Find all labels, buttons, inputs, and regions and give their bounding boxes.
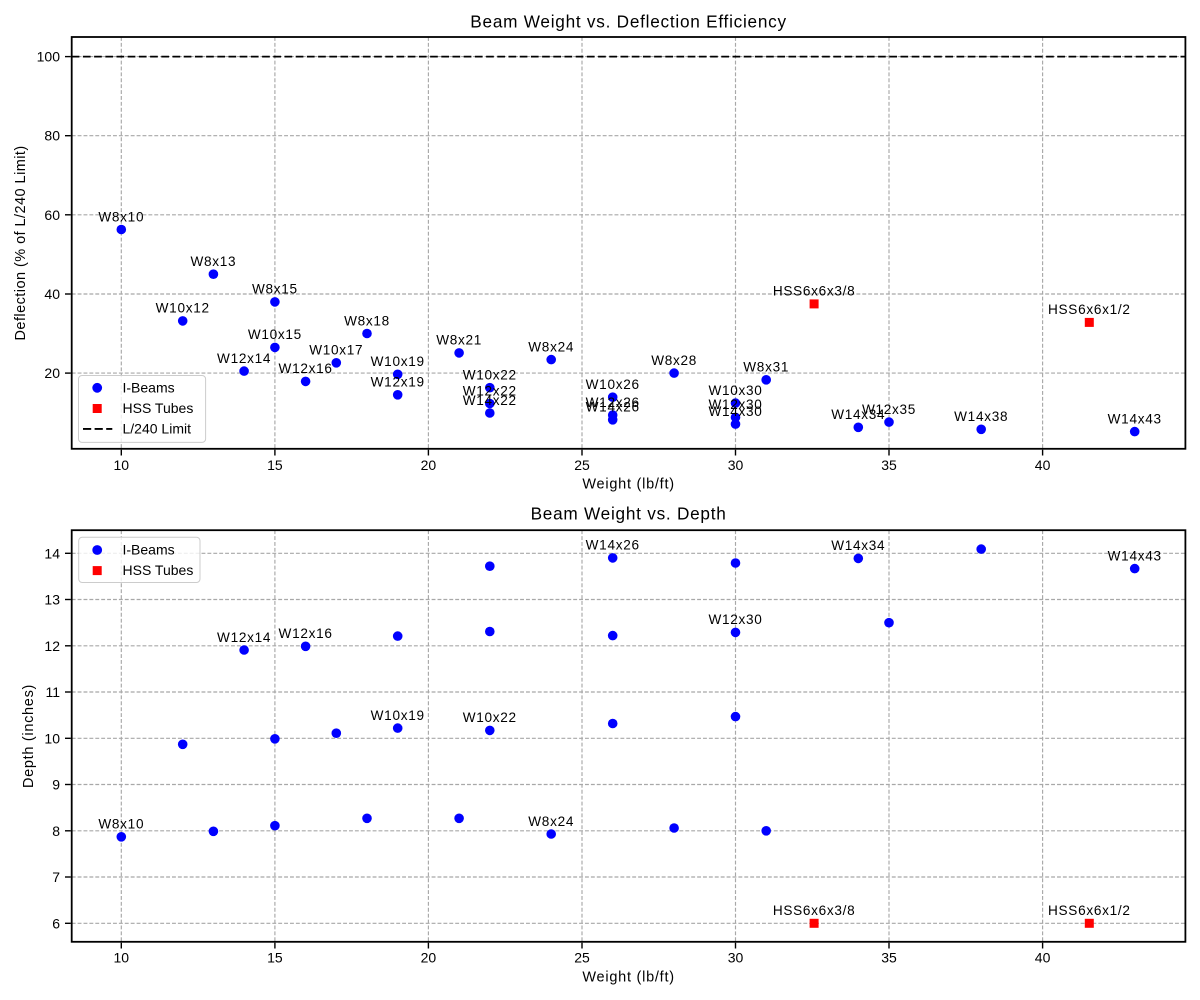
svg-text:W14x43: W14x43 — [1108, 548, 1162, 563]
svg-text:I-Beams: I-Beams — [123, 379, 175, 395]
svg-text:40: 40 — [1035, 457, 1051, 473]
svg-text:35: 35 — [881, 457, 897, 473]
svg-text:Beam Weight vs. Deflection Eff: Beam Weight vs. Deflection Efficiency — [470, 12, 787, 32]
svg-text:W14x34: W14x34 — [831, 538, 885, 553]
svg-text:14: 14 — [44, 545, 60, 561]
svg-text:30: 30 — [728, 950, 744, 966]
svg-text:35: 35 — [881, 950, 897, 966]
svg-text:60: 60 — [44, 207, 60, 223]
svg-text:12: 12 — [44, 638, 60, 654]
svg-text:25: 25 — [574, 950, 590, 966]
svg-text:W12x26: W12x26 — [586, 395, 640, 410]
svg-text:7: 7 — [52, 869, 60, 885]
svg-text:W12x16: W12x16 — [279, 626, 333, 641]
svg-text:Weight (lb/ft): Weight (lb/ft) — [582, 970, 674, 986]
svg-text:W10x19: W10x19 — [371, 708, 425, 723]
svg-text:Weight (lb/ft): Weight (lb/ft) — [582, 477, 674, 493]
svg-text:HSS6x6x1/2: HSS6x6x1/2 — [1048, 302, 1131, 317]
svg-text:80: 80 — [44, 128, 60, 144]
svg-text:W12x30: W12x30 — [708, 397, 762, 412]
svg-text:20: 20 — [421, 950, 437, 966]
svg-text:10: 10 — [114, 950, 130, 966]
svg-text:20: 20 — [421, 457, 437, 473]
svg-text:W10x17: W10x17 — [309, 343, 363, 358]
svg-text:30: 30 — [728, 457, 744, 473]
svg-text:W12x14: W12x14 — [217, 630, 271, 645]
svg-text:W12x14: W12x14 — [217, 351, 271, 366]
svg-text:HSS6x6x3/8: HSS6x6x3/8 — [773, 284, 856, 299]
svg-text:W12x16: W12x16 — [279, 361, 333, 376]
svg-text:W10x30: W10x30 — [708, 383, 762, 398]
svg-text:W8x28: W8x28 — [651, 353, 697, 368]
svg-text:W8x31: W8x31 — [743, 360, 789, 375]
svg-text:8: 8 — [52, 823, 60, 839]
svg-text:HSS6x6x3/8: HSS6x6x3/8 — [773, 903, 856, 918]
svg-text:W12x22: W12x22 — [463, 383, 517, 398]
svg-text:W10x22: W10x22 — [463, 710, 517, 725]
svg-text:W12x19: W12x19 — [371, 375, 425, 390]
svg-text:W8x10: W8x10 — [98, 209, 144, 224]
svg-text:W8x10: W8x10 — [98, 817, 144, 832]
svg-text:W14x26: W14x26 — [586, 400, 640, 415]
svg-text:Deflection (% of L/240 Limit): Deflection (% of L/240 Limit) — [13, 145, 29, 340]
svg-text:HSS Tubes: HSS Tubes — [123, 562, 194, 578]
svg-text:W12x30: W12x30 — [708, 612, 762, 627]
svg-text:W8x24: W8x24 — [528, 814, 574, 829]
svg-text:15: 15 — [267, 457, 283, 473]
svg-text:Depth (inches): Depth (inches) — [21, 684, 37, 788]
svg-text:W8x15: W8x15 — [252, 282, 298, 297]
svg-text:6: 6 — [52, 915, 60, 931]
svg-text:W10x12: W10x12 — [156, 301, 210, 316]
svg-text:L/240 Limit: L/240 Limit — [123, 421, 192, 437]
svg-text:9: 9 — [52, 777, 60, 793]
svg-text:Beam Weight vs. Depth: Beam Weight vs. Depth — [531, 504, 727, 524]
svg-text:W14x43: W14x43 — [1108, 411, 1162, 426]
svg-text:10: 10 — [114, 457, 130, 473]
svg-text:W8x24: W8x24 — [528, 339, 574, 354]
svg-text:W14x38: W14x38 — [954, 409, 1008, 424]
svg-text:W14x34: W14x34 — [831, 407, 885, 422]
svg-text:25: 25 — [574, 457, 590, 473]
svg-text:W10x22: W10x22 — [463, 368, 517, 383]
svg-text:40: 40 — [1035, 950, 1051, 966]
svg-text:10: 10 — [44, 730, 60, 746]
svg-text:I-Beams: I-Beams — [123, 542, 175, 558]
svg-text:W8x13: W8x13 — [190, 254, 236, 269]
svg-text:40: 40 — [44, 286, 60, 302]
svg-text:W10x26: W10x26 — [586, 377, 640, 392]
svg-text:15: 15 — [267, 950, 283, 966]
svg-text:HSS6x6x1/2: HSS6x6x1/2 — [1048, 903, 1131, 918]
svg-text:W10x15: W10x15 — [248, 327, 302, 342]
svg-text:13: 13 — [44, 592, 60, 608]
svg-text:W14x30: W14x30 — [708, 404, 762, 419]
svg-text:W14x22: W14x22 — [463, 393, 517, 408]
svg-text:W8x18: W8x18 — [344, 313, 390, 328]
svg-text:20: 20 — [44, 365, 60, 381]
svg-text:11: 11 — [45, 684, 60, 700]
svg-text:W12x35: W12x35 — [862, 402, 916, 417]
svg-text:W10x19: W10x19 — [371, 354, 425, 369]
svg-text:100: 100 — [37, 49, 61, 65]
svg-text:W14x26: W14x26 — [586, 538, 640, 553]
svg-text:W8x21: W8x21 — [436, 333, 482, 348]
svg-text:HSS Tubes: HSS Tubes — [123, 400, 194, 416]
